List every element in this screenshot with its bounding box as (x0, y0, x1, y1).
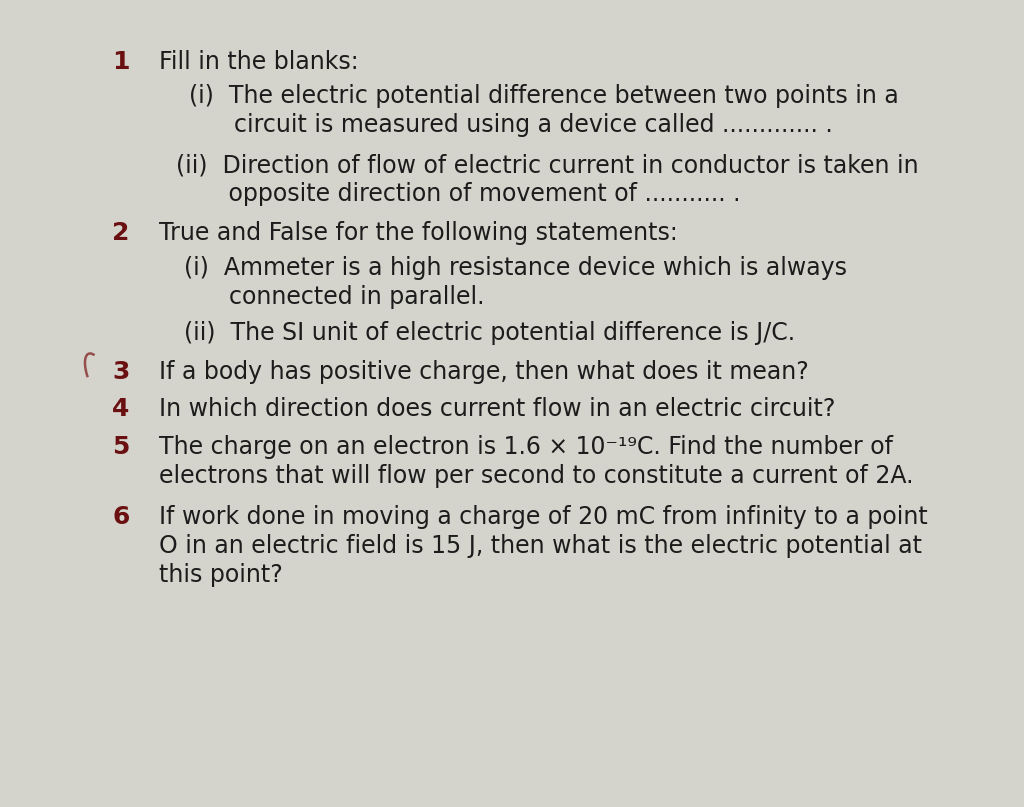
Text: If a body has positive charge, then what does it mean?: If a body has positive charge, then what… (159, 360, 809, 384)
Text: (ii)  Direction of flow of electric current in conductor is taken in: (ii) Direction of flow of electric curre… (176, 153, 919, 178)
Text: this point?: this point? (159, 563, 283, 587)
Text: (i)  The electric potential difference between two points in a: (i) The electric potential difference be… (189, 84, 899, 108)
Text: If work done in moving a charge of 20 mC from infinity to a point: If work done in moving a charge of 20 mC… (159, 505, 928, 529)
Text: (ii)  The SI unit of electric potential difference is J/C.: (ii) The SI unit of electric potential d… (184, 321, 796, 345)
Text: 1: 1 (112, 50, 130, 74)
Text: connected in parallel.: connected in parallel. (184, 285, 484, 309)
Text: 5: 5 (113, 435, 129, 459)
Text: The charge on an electron is 1.6 × 10⁻¹⁹C. Find the number of: The charge on an electron is 1.6 × 10⁻¹⁹… (159, 435, 893, 459)
Text: electrons that will flow per second to constitute a current of 2A.: electrons that will flow per second to c… (159, 464, 913, 488)
Text: circuit is measured using a device called ............. .: circuit is measured using a device calle… (189, 113, 834, 137)
Text: 4: 4 (113, 397, 129, 421)
Text: O in an electric field is 15 J, then what is the electric potential at: O in an electric field is 15 J, then wha… (159, 534, 922, 558)
Text: opposite direction of movement of ........... .: opposite direction of movement of ......… (176, 182, 740, 207)
Text: Fill in the blanks:: Fill in the blanks: (159, 50, 358, 74)
Text: (i)  Ammeter is a high resistance device which is always: (i) Ammeter is a high resistance device … (184, 256, 847, 280)
Text: True and False for the following statements:: True and False for the following stateme… (159, 221, 678, 245)
Text: 2: 2 (113, 221, 129, 245)
Text: In which direction does current flow in an electric circuit?: In which direction does current flow in … (159, 397, 836, 421)
Text: 6: 6 (113, 505, 129, 529)
Text: 3: 3 (113, 360, 129, 384)
